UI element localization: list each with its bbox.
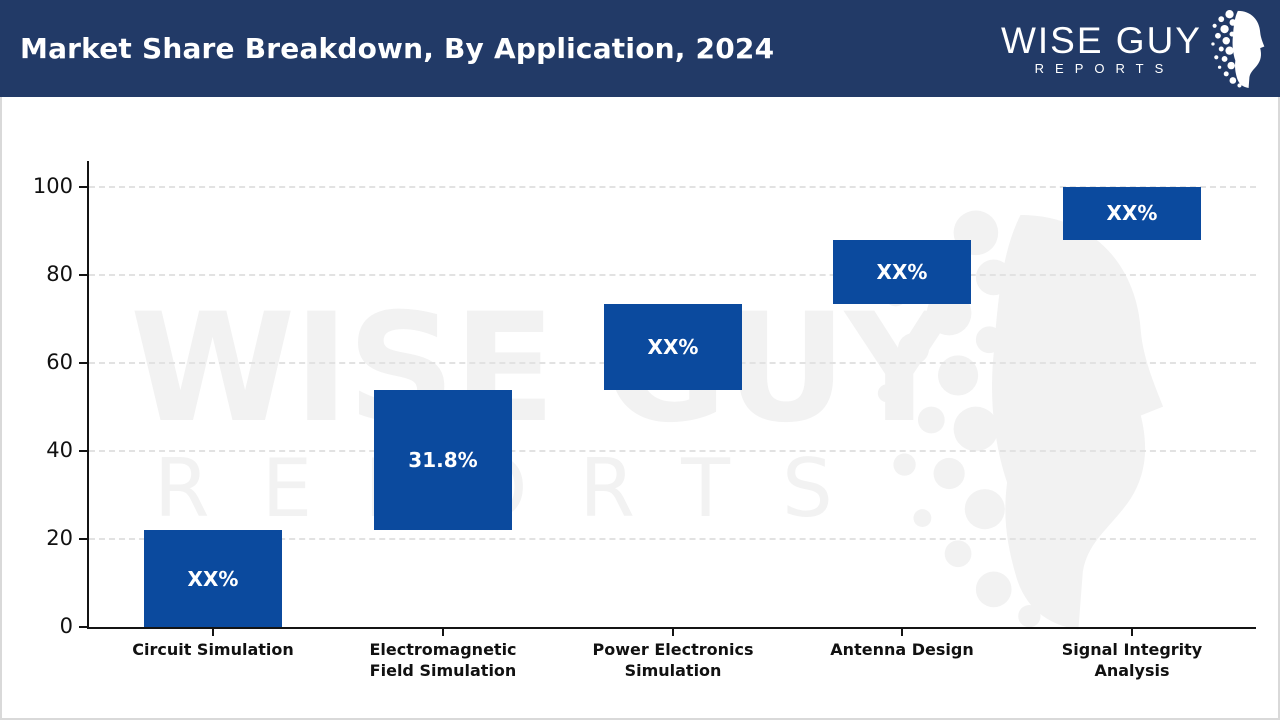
category-label-electromagnetic-field-simulation: Electromagnetic Field Simulation — [369, 640, 517, 680]
watermark-wordmark: WISE GUY — [130, 282, 954, 456]
bar-label-power-electronics-simulation: XX% — [647, 334, 699, 359]
bar-label-circuit-simulation: XX% — [187, 566, 239, 591]
y-tick-mark-100 — [79, 186, 87, 188]
bar-label-electromagnetic-field-simulation: 31.8% — [408, 448, 478, 473]
chart-area: WISE GUY REPORTS 0 20 40 60 80 100 XX% Circuit … — [0, 97, 1280, 720]
bar-antenna-design: XX% — [833, 239, 971, 304]
y-tick-mark-80 — [79, 274, 87, 276]
bar-electromagnetic-field-simulation: 31.8% — [374, 390, 512, 531]
logo-wordmark: WISE GUY — [1000, 19, 1202, 61]
bar-signal-integrity-analysis: XX% — [1063, 187, 1201, 240]
y-tick-mark-60 — [79, 362, 87, 364]
y-tick-label-20: 20 — [46, 526, 73, 550]
y-tick-label-40: 40 — [46, 438, 73, 462]
gridline-100 — [89, 186, 1256, 188]
y-tick-mark-0 — [79, 626, 87, 628]
y-tick-mark-40 — [79, 450, 87, 452]
header: Market Share Breakdown, By Application, … — [0, 0, 1280, 97]
gridline-40 — [89, 450, 1256, 452]
x-axis — [87, 627, 1256, 629]
x-tick-mark-power-electronics-simulation — [672, 629, 674, 636]
y-tick-label-60: 60 — [46, 350, 73, 374]
category-label-signal-integrity-analysis: Signal Integrity Analysis — [1061, 640, 1203, 680]
plot: 0 20 40 60 80 100 XX% Circuit Simulation 31.8% El… — [2, 97, 1278, 718]
category-label-antenna-design: Antenna Design — [830, 640, 974, 659]
x-tick-mark-circuit-simulation — [212, 629, 214, 636]
x-tick-mark-signal-integrity-analysis — [1131, 629, 1133, 636]
logo-head-icon — [1211, 9, 1265, 88]
y-tick-label-80: 80 — [46, 262, 73, 286]
y-tick-mark-20 — [79, 538, 87, 540]
chart-title: Market Share Breakdown, By Application, … — [20, 32, 775, 65]
y-tick-label-100: 100 — [32, 174, 73, 198]
y-axis — [87, 161, 89, 629]
bar-circuit-simulation: XX% — [144, 530, 282, 627]
x-tick-mark-electromagnetic-field-simulation — [442, 629, 444, 636]
bar-label-signal-integrity-analysis: XX% — [1106, 201, 1158, 226]
category-label-power-electronics-simulation: Power Electronics Simulation — [592, 640, 754, 680]
gridline-20 — [89, 538, 1256, 540]
gridline-80 — [89, 274, 1256, 276]
logo-text: WISE GUY REPORTS — [1001, 22, 1202, 76]
bar-power-electronics-simulation: XX% — [604, 303, 742, 391]
bar-label-antenna-design: XX% — [876, 259, 928, 284]
y-tick-label-0: 0 — [59, 614, 73, 638]
brand-logo: WISE GUY REPORTS — [1001, 7, 1266, 91]
x-tick-mark-antenna-design — [901, 629, 903, 636]
logo-subtitle: REPORTS — [1034, 60, 1175, 76]
category-label-circuit-simulation: Circuit Simulation — [132, 640, 294, 659]
